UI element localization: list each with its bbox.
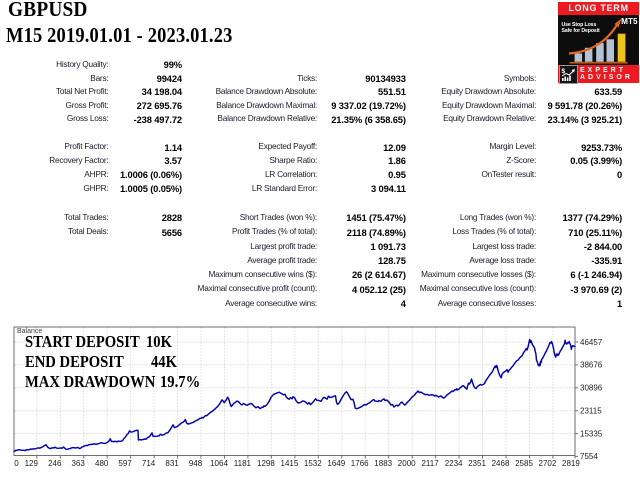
svg-text:2000: 2000 — [398, 459, 416, 468]
svg-text:1883: 1883 — [374, 459, 392, 468]
svg-text:1064: 1064 — [210, 459, 228, 468]
svg-text:1181: 1181 — [234, 459, 252, 468]
svg-text:1532: 1532 — [304, 459, 322, 468]
svg-text:363: 363 — [72, 459, 86, 468]
svg-text:1415: 1415 — [281, 459, 299, 468]
svg-text:129: 129 — [25, 459, 39, 468]
svg-text:246: 246 — [48, 459, 62, 468]
svg-text:30896: 30896 — [580, 384, 603, 393]
svg-text:831: 831 — [165, 459, 179, 468]
svg-text:2702: 2702 — [539, 459, 557, 468]
svg-text:2234: 2234 — [445, 459, 463, 468]
svg-text:38676: 38676 — [580, 361, 603, 370]
svg-text:2585: 2585 — [515, 459, 533, 468]
svg-text:1649: 1649 — [327, 459, 345, 468]
svg-text:2468: 2468 — [492, 459, 510, 468]
svg-text:$: $ — [561, 68, 565, 75]
svg-text:23115: 23115 — [580, 407, 602, 416]
svg-text:714: 714 — [142, 459, 156, 468]
svg-text:2819: 2819 — [562, 459, 580, 468]
svg-text:15335: 15335 — [580, 429, 603, 438]
svg-text:1766: 1766 — [351, 459, 369, 468]
svg-text:2117: 2117 — [421, 459, 439, 468]
svg-text:46457: 46457 — [580, 338, 603, 347]
svg-text:480: 480 — [95, 459, 109, 468]
svg-text:948: 948 — [189, 459, 203, 468]
svg-text:1298: 1298 — [257, 459, 275, 468]
svg-text:7554: 7554 — [580, 452, 598, 461]
svg-text:2351: 2351 — [468, 459, 486, 468]
svg-text:0: 0 — [14, 459, 19, 468]
svg-text:597: 597 — [118, 459, 132, 468]
